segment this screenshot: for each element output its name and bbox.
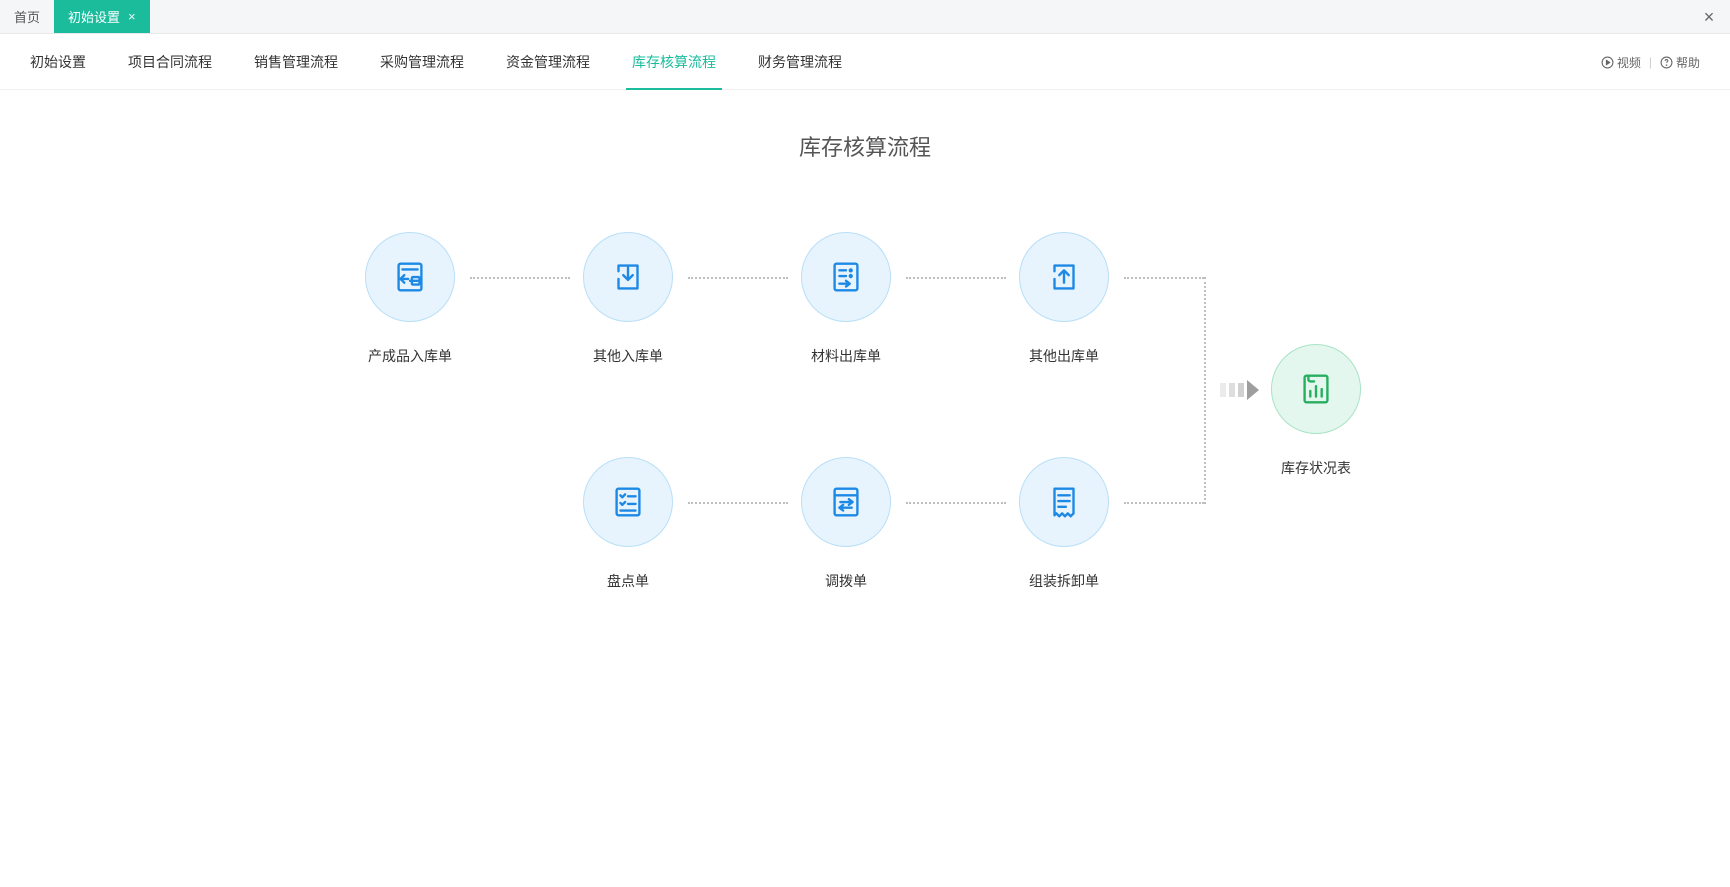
- flow-node-n5[interactable]: 盘点单: [583, 457, 673, 591]
- top-tab-active-label: 初始设置: [68, 7, 120, 26]
- connector-v: [1204, 277, 1206, 504]
- sub-nav-label: 采购管理流程: [380, 52, 464, 72]
- doc-receipt-icon: [1045, 483, 1083, 521]
- sub-nav-label: 销售管理流程: [254, 52, 338, 72]
- play-icon: [1601, 56, 1614, 69]
- sub-nav: 初始设置 项目合同流程 销售管理流程 采购管理流程 资金管理流程 库存核算流程 …: [0, 34, 1730, 90]
- doc-arrow-up-icon: [1045, 258, 1083, 296]
- top-tab-bar: 首页 初始设置 × ×: [0, 0, 1730, 34]
- node-circle: [583, 232, 673, 322]
- node-label: 其他入库单: [593, 346, 663, 366]
- sub-nav-item-2[interactable]: 销售管理流程: [254, 34, 338, 90]
- divider: |: [1649, 55, 1652, 69]
- sub-nav-label: 财务管理流程: [758, 52, 842, 72]
- help-link-label: 帮助: [1676, 54, 1700, 71]
- global-close-button[interactable]: ×: [1694, 0, 1724, 34]
- video-link-label: 视频: [1617, 54, 1641, 71]
- connector-h: [1124, 502, 1204, 504]
- sub-nav-actions: 视频 | 帮助: [1601, 34, 1700, 90]
- node-circle: [801, 232, 891, 322]
- node-circle: [365, 232, 455, 322]
- video-link[interactable]: 视频: [1601, 54, 1641, 71]
- node-label: 库存状况表: [1281, 458, 1351, 478]
- sub-nav-label: 库存核算流程: [632, 52, 716, 72]
- connector-h: [688, 277, 788, 279]
- connector-h: [470, 277, 570, 279]
- node-circle: [1019, 457, 1109, 547]
- flow-node-n8[interactable]: 库存状况表: [1271, 344, 1361, 478]
- page-title: 库存核算流程: [0, 130, 1730, 162]
- node-label: 材料出库单: [811, 346, 881, 366]
- flow-node-n3[interactable]: 材料出库单: [801, 232, 891, 366]
- sub-nav-label: 初始设置: [30, 52, 86, 72]
- sub-nav-item-4[interactable]: 资金管理流程: [506, 34, 590, 90]
- node-label: 产成品入库单: [368, 346, 452, 366]
- help-icon: [1660, 56, 1673, 69]
- flow-canvas: 产成品入库单 其他入库单 材料出库单 其他出库单盘点单 调拨单 组装拆卸单 库存状况表: [165, 232, 1565, 732]
- connector-h: [1124, 277, 1204, 279]
- top-tab-active[interactable]: 初始设置 ×: [54, 0, 150, 33]
- main-area: 库存核算流程 产成品入库单 其他入库单 材料出库单 其他出库单盘点单 调拨单 组装拆卸单 库…: [0, 90, 1730, 732]
- node-circle: [801, 457, 891, 547]
- sub-nav-label: 资金管理流程: [506, 52, 590, 72]
- node-circle: [1271, 344, 1361, 434]
- flow-node-n4[interactable]: 其他出库单: [1019, 232, 1109, 366]
- doc-chart-icon: [1297, 370, 1335, 408]
- sub-nav-item-5[interactable]: 库存核算流程: [632, 34, 716, 90]
- connector-h: [906, 277, 1006, 279]
- doc-checklist-icon: [609, 483, 647, 521]
- sub-nav-label: 项目合同流程: [128, 52, 212, 72]
- top-tab-home[interactable]: 首页: [0, 0, 54, 33]
- sub-nav-item-0[interactable]: 初始设置: [30, 34, 86, 90]
- connector-h: [906, 502, 1006, 504]
- node-label: 调拨单: [825, 571, 867, 591]
- top-tab-home-label: 首页: [14, 7, 40, 26]
- flow-node-n1[interactable]: 产成品入库单: [365, 232, 455, 366]
- node-label: 其他出库单: [1029, 346, 1099, 366]
- arrow-icon: [1220, 380, 1259, 400]
- flow-node-n6[interactable]: 调拨单: [801, 457, 891, 591]
- connector-h: [688, 502, 788, 504]
- flow-node-n2[interactable]: 其他入库单: [583, 232, 673, 366]
- sub-nav-item-3[interactable]: 采购管理流程: [380, 34, 464, 90]
- sub-nav-item-1[interactable]: 项目合同流程: [128, 34, 212, 90]
- node-label: 组装拆卸单: [1029, 571, 1099, 591]
- doc-list-arrow-icon: [827, 258, 865, 296]
- node-label: 盘点单: [607, 571, 649, 591]
- doc-swap-icon: [827, 483, 865, 521]
- sub-nav-item-6[interactable]: 财务管理流程: [758, 34, 842, 90]
- node-circle: [1019, 232, 1109, 322]
- help-link[interactable]: 帮助: [1660, 54, 1700, 71]
- close-icon[interactable]: ×: [128, 9, 136, 24]
- doc-arrow-down-icon: [609, 258, 647, 296]
- node-circle: [583, 457, 673, 547]
- flow-node-n7[interactable]: 组装拆卸单: [1019, 457, 1109, 591]
- doc-in-arrow-left-icon: [391, 258, 429, 296]
